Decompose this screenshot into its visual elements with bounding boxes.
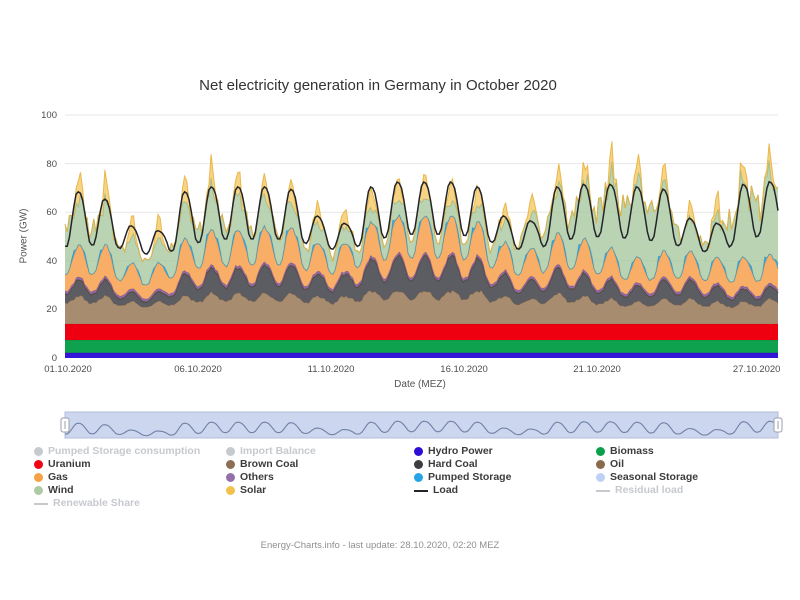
legend-dot-icon [414, 473, 423, 482]
navigator-handle-right-icon[interactable] [773, 417, 783, 433]
legend-dot-icon [226, 486, 235, 495]
y-tick-label: 80 [46, 158, 57, 170]
legend-item-label: Hard Coal [428, 458, 478, 470]
legend-line-icon [34, 502, 48, 505]
legend-dot-icon [596, 473, 605, 482]
area-wind [65, 160, 778, 285]
legend-item-label: Gas [48, 471, 68, 483]
legend-dot-icon [414, 460, 423, 469]
legend-column: Biomass Oil Seasonal Storage Residual load [596, 445, 698, 497]
legend-item-label: Biomass [610, 445, 654, 457]
y-tick-label: 40 [46, 255, 57, 267]
legend-item-renewable-share[interactable]: Renewable Share [34, 497, 200, 510]
legend-dot-icon [34, 473, 43, 482]
legend-item-solar[interactable]: Solar [226, 484, 316, 497]
legend-item-wind[interactable]: Wind [34, 484, 200, 497]
x-axis-title: Date (MEZ) [394, 379, 446, 390]
legend-item-residual-load[interactable]: Residual load [596, 484, 698, 497]
area-solar [65, 141, 778, 262]
x-tick-label: 01.10.2020 [44, 364, 92, 375]
legend-item-label: Load [433, 484, 459, 496]
legend-dot-icon [34, 486, 43, 495]
legend-item-biomass[interactable]: Biomass [596, 445, 698, 458]
y-tick-label: 60 [46, 207, 57, 219]
legend-item-label: Seasonal Storage [610, 471, 699, 483]
legend-item-label: Oil [610, 458, 625, 470]
area-hydro-power [65, 352, 778, 358]
legend-item-hard-coal[interactable]: Hard Coal [414, 458, 511, 471]
area-edge-solar [64, 141, 779, 263]
legend-item-load[interactable]: Load [414, 484, 511, 497]
area-brown-coal [65, 290, 778, 324]
legend-item-gas[interactable]: Gas [34, 471, 200, 484]
legend-dot-icon [226, 473, 235, 482]
x-tick-label: 06.10.2020 [174, 364, 222, 375]
y-axis-tick-labels: 0 20 40 60 80 100 [0, 0, 57, 400]
legend-item-brown-coal[interactable]: Brown Coal [226, 458, 316, 471]
legend-item-hydro-power[interactable]: Hydro Power [414, 445, 511, 458]
legend-dot-icon [34, 460, 43, 469]
legend-item-import-balance[interactable]: Import Balance [226, 445, 316, 458]
legend-item-label: Uranium [48, 458, 91, 470]
navigator-load-line [65, 420, 779, 437]
legend-item-label: Pumped Storage [428, 471, 512, 483]
legend-column: Import Balance Brown Coal Others Solar [226, 445, 316, 497]
y-tick-label: 100 [41, 110, 57, 121]
y-tick-label: 20 [46, 304, 57, 316]
legend-item-pumped-storage-consumption[interactable]: Pumped Storage consumption [34, 445, 200, 458]
legend-item-label: Wind [48, 484, 74, 496]
navigator-handle-left-icon[interactable] [60, 417, 70, 433]
y-tick-label: 0 [51, 353, 57, 364]
legend-item-seasonal-storage[interactable]: Seasonal Storage [596, 471, 698, 484]
legend-dot-icon [34, 447, 43, 456]
x-tick-label: 11.10.2020 [307, 364, 355, 375]
area-biomass [65, 340, 778, 353]
footer-credit: Energy-Charts.info - last update: 28.10.… [260, 540, 500, 551]
page-title: Net electricity generation in Germany in… [199, 77, 557, 94]
area-uranium [65, 324, 778, 340]
load-line [65, 180, 779, 255]
area-hard-coal [65, 255, 778, 308]
x-tick-label: 21.10.2020 [573, 364, 621, 375]
legend-dot-icon [226, 460, 235, 469]
legend-column: Hydro Power Hard Coal Pumped Storage Load [414, 445, 511, 497]
legend-item-label: Renewable Share [53, 497, 140, 509]
legend-item-label: Import Balance [240, 445, 316, 457]
legend-line-icon [414, 489, 428, 492]
navigator-range[interactable] [64, 411, 779, 439]
legend-line-icon [596, 489, 610, 492]
legend-dot-icon [596, 447, 605, 456]
chart-legend: Pumped Storage consumption Uranium Gas Wind… [0, 445, 800, 517]
legend-dot-icon [596, 460, 605, 469]
legend-item-oil[interactable]: Oil [596, 458, 698, 471]
legend-item-label: Others [240, 471, 274, 483]
x-tick-label: 16.10.2020 [440, 364, 488, 375]
legend-item-others[interactable]: Others [226, 471, 316, 484]
stacked-areas [64, 141, 779, 358]
legend-dot-icon [414, 447, 423, 456]
area-gas [65, 214, 778, 299]
legend-item-label: Hydro Power [428, 445, 493, 457]
legend-dot-icon [226, 447, 235, 456]
chart-plot-area[interactable] [65, 115, 778, 358]
x-tick-label: 27.10.2020 [732, 364, 781, 375]
legend-column: Pumped Storage consumption Uranium Gas Wind… [34, 445, 200, 510]
navigator[interactable] [60, 411, 783, 439]
legend-item-label: Residual load [615, 484, 684, 496]
legend-item-label: Brown Coal [240, 458, 299, 470]
legend-item-label: Pumped Storage consumption [48, 445, 201, 457]
x-axis-tick-labels: 01.10.2020 06.10.2020 11.10.2020 16.10.2020… [0, 364, 800, 376]
legend-item-label: Solar [240, 484, 267, 496]
legend-item-uranium[interactable]: Uranium [34, 458, 200, 471]
legend-item-pumped-storage[interactable]: Pumped Storage [414, 471, 511, 484]
